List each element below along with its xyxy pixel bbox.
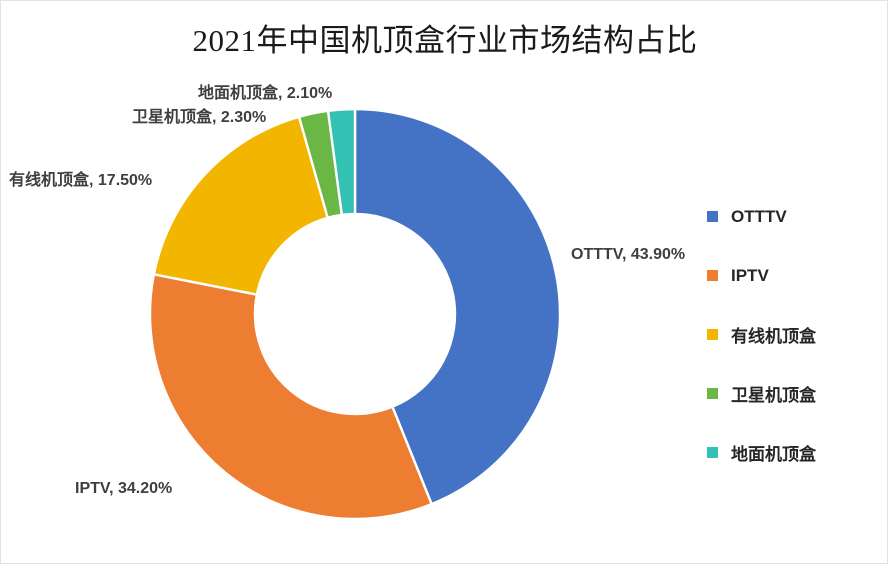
legend-label: 卫星机顶盒 xyxy=(731,386,816,405)
donut-chart xyxy=(148,107,562,521)
donut-hole xyxy=(255,214,455,414)
data-label-iptv: IPTV, 34.20% xyxy=(75,480,173,497)
legend-label: 有线机顶盒 xyxy=(731,327,816,346)
legend-swatch-icon xyxy=(707,447,718,458)
data-label-ottv: OTTTV, 43.90% xyxy=(571,246,686,263)
legend-swatch-icon xyxy=(707,211,718,222)
legend-item[interactable]: 有线机顶盒 xyxy=(707,305,877,364)
legend-swatch-icon xyxy=(707,270,718,281)
legend-item[interactable]: OTTTV xyxy=(707,187,877,246)
data-label-cable: 有线机顶盒, 17.50% xyxy=(9,172,153,189)
legend-label: OTTTV xyxy=(731,206,787,226)
legend-label: IPTV xyxy=(731,265,769,285)
data-label-terrestrial: 地面机顶盒, 2.10% xyxy=(198,85,333,102)
legend-swatch-icon xyxy=(707,329,718,340)
legend-swatch-icon xyxy=(707,388,718,399)
legend-item[interactable]: 卫星机顶盒 xyxy=(707,364,877,423)
donut-chart-svg xyxy=(148,107,562,521)
chart-legend: OTTTV IPTV 有线机顶盒卫星机顶盒地面机顶盒 xyxy=(707,187,877,482)
data-label-satellite: 卫星机顶盒, 2.30% xyxy=(132,109,267,126)
legend-item[interactable]: 地面机顶盒 xyxy=(707,423,877,482)
chart-title: 2021年中国机顶盒行业市场结构占比 xyxy=(192,23,698,58)
donut-slices xyxy=(148,107,562,521)
legend-label: 地面机顶盒 xyxy=(731,445,816,464)
legend-item[interactable]: IPTV xyxy=(707,246,877,305)
